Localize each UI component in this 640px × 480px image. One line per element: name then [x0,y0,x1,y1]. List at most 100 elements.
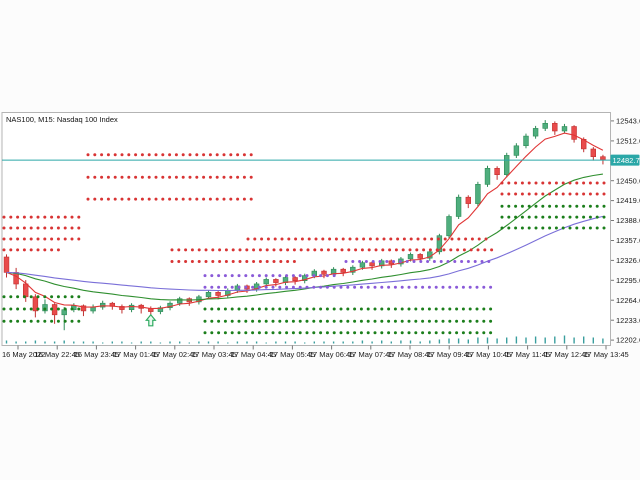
volume-bar [323,341,325,344]
sr-dots-layer [2,153,606,335]
volume-bar [179,341,181,344]
sr-dot-row [500,181,606,185]
volume-bar [342,341,344,344]
volume-bar [169,341,171,344]
volume-bar [506,337,508,344]
candle [292,277,298,282]
price-axis-label: 12233.65 [616,316,640,325]
candle [436,235,443,253]
current-price-tag-label: 12482.7 [613,156,640,165]
volume-bar [150,341,152,344]
volume-bar [544,337,546,344]
candle [90,306,96,312]
candle [407,254,414,260]
sr-dot-row [203,274,336,278]
candle [455,196,462,217]
candle [263,279,269,285]
price-axis-label: 12388.65 [616,216,640,225]
volume-bar [381,340,383,344]
volume-bar [515,336,518,344]
volume-bar [563,335,566,344]
candle [128,304,135,311]
volume-bar [525,337,527,344]
volume-bar [477,337,479,344]
sr-dot-row [2,319,493,323]
candle [484,168,491,185]
sr-dot-row [500,215,606,219]
candle [523,135,529,147]
volume-bar [361,340,364,344]
time-axis-label: 17 May 02:45 [152,350,197,359]
sr-dot-row [2,248,494,252]
volume-bar [602,338,604,344]
price-axis-label: 12202.65 [616,336,640,345]
volume-bar [227,342,229,344]
time-axis-label: 17 May 03:45 [191,350,236,359]
sr-dot-row [500,204,606,208]
volume-bar [438,339,441,344]
candle [215,291,221,296]
candle [321,270,327,275]
sr-dot-row [170,260,296,263]
time-axis-label: 17 May 09:45 [426,350,471,359]
candle [22,283,29,298]
candle [32,296,39,312]
time-axis-label: 17 May 04:45 [230,350,275,359]
volume-bar [207,341,210,344]
sr-dot-row [86,175,253,179]
candle [494,168,500,176]
candle [61,309,67,316]
volume-bar [44,341,46,344]
price-axis-label: 12419.65 [616,196,640,205]
time-axis-label: 17 May 05:45 [270,350,315,359]
volume-bar [15,341,17,344]
time-axis-label: 16 May 22:45 [34,350,79,359]
buy-arrow-icon [145,313,157,327]
time-axis-label: 17 May 12:45 [544,350,589,359]
candle [590,148,597,157]
volume-bar [419,341,421,344]
sr-dot-row [344,260,491,263]
sr-dot-row [2,215,81,219]
candle [417,254,423,259]
volume-bar [313,341,315,344]
ma-line-slow-green [6,173,603,301]
volume-bar [198,341,200,344]
volume-bar [63,340,65,344]
volume-bar [409,340,412,344]
volume-bar [429,340,431,344]
candle [340,268,346,273]
volume-bar [25,341,27,344]
current-price-tag [610,154,640,166]
candle [532,128,539,137]
moving-average-layer [6,132,604,310]
candle [350,266,356,273]
volume-bar [265,342,267,344]
volume-bar [217,341,219,344]
volume-bar [140,341,142,344]
sr-dot-row [86,153,253,157]
price-axis-label: 12357.65 [616,236,640,245]
volume-bar [583,336,585,344]
candle [465,196,471,204]
price-axis-label: 12326.65 [616,256,640,265]
price-axis[interactable]: 12543.65 12512.65 12450.65 12419.65 12388.65… [610,117,640,345]
volume-bar [294,341,296,344]
sr-dot-row [2,237,488,241]
volume-bar [457,338,460,344]
volume-bar [486,337,489,344]
candle [369,262,375,267]
sr-dot-row [500,192,606,196]
volume-bar [332,341,335,344]
price-axis-label: 12450.65 [616,176,640,185]
volume-bar [352,341,354,344]
volume-bar [92,341,94,344]
volume-bar [102,342,104,344]
candle [205,291,212,298]
volume-bar [73,341,75,344]
price-axis-label: 12295.65 [616,276,640,285]
time-axis-label: 17 May 11:45 [505,350,550,359]
